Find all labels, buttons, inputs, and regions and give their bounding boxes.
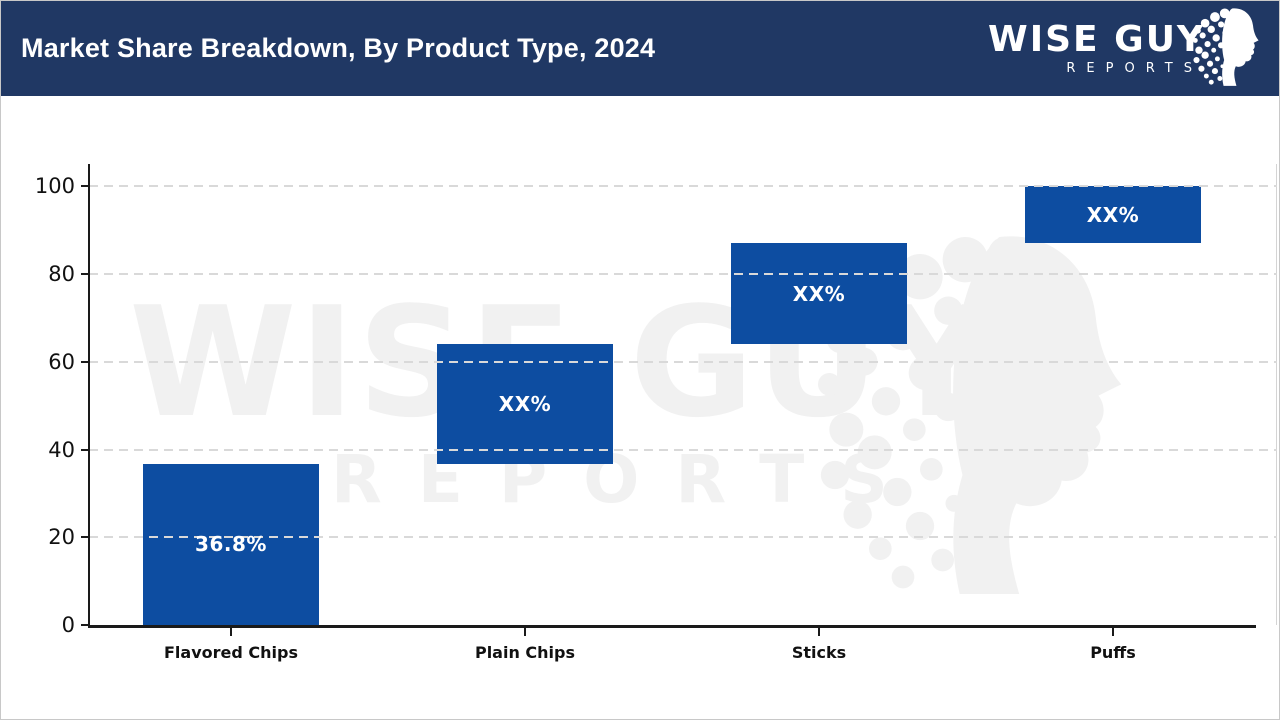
page-title: Market Share Breakdown, By Product Type,… <box>21 33 656 63</box>
x-axis-spine <box>88 625 1256 628</box>
y-tick-label-60: 60 <box>48 349 75 374</box>
y-tick-100 <box>81 185 89 188</box>
brand-logo: WISE GUY REPORTS <box>988 6 1267 92</box>
bar-flavored-chips <box>143 463 319 625</box>
watermark-dotted-head-icon <box>818 236 1122 594</box>
right-border-spine <box>1276 164 1277 625</box>
brand-logo-text: WISE GUY REPORTS <box>987 19 1205 76</box>
brand-name: WISE GUY <box>987 19 1205 60</box>
y-tick-label-20: 20 <box>48 525 75 550</box>
bar-plain-chips <box>437 344 613 464</box>
y-tick-0 <box>81 624 89 626</box>
bar-puffs <box>1025 186 1201 244</box>
bar-value-label: XX% <box>498 391 552 416</box>
gridline-20 <box>89 536 1277 539</box>
x-category-label: Flavored Chips <box>164 643 298 662</box>
y-tick-20 <box>81 536 89 539</box>
bar-value-label: 36.8% <box>195 532 267 557</box>
chart-plot-area: WISE GUY REPORTS 02040608010036.8%XX%XX%… <box>1 96 1279 719</box>
x-category-label: Plain Chips <box>474 643 576 662</box>
y-tick-label-100: 100 <box>34 174 75 199</box>
bar-value-label: XX% <box>1086 202 1140 227</box>
x-category-label: Sticks <box>791 643 847 662</box>
header: Market Share Breakdown, By Product Type,… <box>1 1 1279 96</box>
bar-sticks <box>731 243 907 345</box>
y-tick-label-40: 40 <box>48 437 75 462</box>
y-tick-label-80: 80 <box>48 262 75 287</box>
y-tick-40 <box>81 448 89 451</box>
y-tick-80 <box>81 273 89 276</box>
brand-subtitle: REPORTS <box>1066 61 1203 76</box>
y-axis-spine <box>88 164 90 627</box>
x-tick-2 <box>524 628 526 636</box>
x-tick-1 <box>230 628 232 636</box>
x-tick-3 <box>818 628 820 636</box>
dotted-head-icon <box>1192 7 1259 86</box>
y-tick-label-0: 0 <box>61 613 75 637</box>
x-tick-4 <box>1112 628 1114 636</box>
bar-value-label: XX% <box>792 281 846 306</box>
x-category-label: Puffs <box>1090 643 1136 662</box>
gridline-100 <box>89 185 1277 188</box>
gridline-80 <box>89 273 1277 276</box>
gridline-60 <box>89 360 1277 363</box>
gridline-40 <box>89 448 1277 451</box>
y-tick-60 <box>81 360 89 363</box>
